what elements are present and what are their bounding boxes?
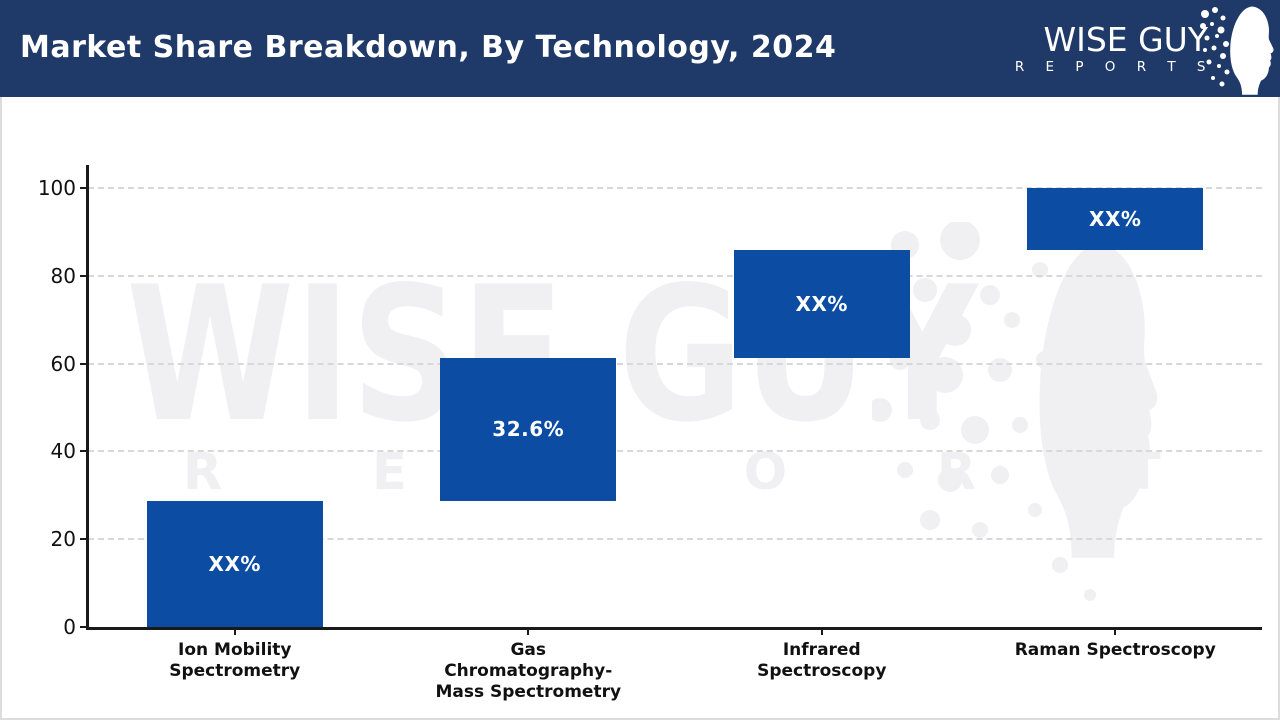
x-axis-line	[86, 627, 1262, 630]
logo-dot	[1224, 69, 1230, 75]
watermark-dot	[897, 462, 913, 478]
y-axis-line	[86, 165, 89, 630]
y-tick-label: 40	[50, 439, 76, 464]
logo-dot	[1200, 23, 1206, 29]
x-category-label: Gas Chromatography- Mass Spectrometry	[435, 640, 622, 702]
x-category-label: Ion Mobility Spectrometry	[169, 640, 301, 681]
logo-dot	[1201, 10, 1209, 18]
y-tick-label: 20	[50, 527, 76, 552]
y-gridline	[88, 187, 1262, 189]
watermark-dot	[1012, 417, 1028, 433]
watermark-dot	[972, 522, 988, 538]
watermark-dot	[988, 358, 1012, 382]
watermark-dot	[980, 285, 1000, 305]
logo-dot	[1206, 59, 1212, 65]
logo-dot	[1220, 53, 1226, 59]
bar-value-label: XX%	[208, 551, 261, 576]
bar-value-label: XX%	[1089, 207, 1142, 232]
y-tick	[80, 187, 88, 189]
y-gridline	[88, 450, 1262, 453]
chart-title: Market Share Breakdown, By Technology, 2…	[20, 30, 837, 65]
logo-dot	[1217, 26, 1225, 34]
watermark-dot	[920, 410, 940, 430]
watermark-dot	[913, 278, 937, 302]
x-category-label: Infrared Spectroscopy	[757, 640, 887, 681]
watermark-dot	[920, 510, 940, 530]
y-gridline	[88, 362, 1262, 365]
bar-value-label: 32.6%	[492, 417, 565, 442]
logo-dot	[1203, 48, 1207, 52]
logo-dot	[1217, 64, 1221, 68]
watermark-dot	[961, 416, 989, 444]
logo-face-icon	[1200, 6, 1274, 95]
wiseguy-logo: WISE GUY R E P O R T S	[980, 0, 1280, 97]
logo-dot	[1211, 76, 1215, 80]
x-tick	[820, 627, 823, 635]
watermark-dot	[1084, 589, 1096, 601]
logo-dot	[1212, 7, 1218, 13]
logo-dot	[1210, 22, 1214, 26]
y-tick	[80, 626, 88, 628]
x-tick	[233, 627, 236, 635]
y-tick-label: 100	[37, 176, 76, 200]
logo-dot	[1223, 41, 1229, 47]
bar: XX%	[733, 250, 910, 358]
logo-name-text: WISE GUY	[1043, 20, 1208, 59]
bar: 32.6%	[440, 357, 617, 501]
watermark-dot	[940, 222, 980, 260]
y-tick-label: 0	[63, 615, 76, 639]
watermark-dot	[1004, 312, 1020, 328]
watermark-dot	[991, 466, 1009, 484]
y-tick	[80, 538, 88, 541]
watermark-dot	[872, 398, 892, 422]
logo-dot	[1215, 34, 1219, 38]
watermark-dot	[939, 314, 971, 346]
y-tick	[80, 362, 88, 365]
watermark-face-icon	[872, 222, 1158, 601]
y-gridline	[88, 274, 1262, 277]
logo-dot	[1204, 35, 1210, 41]
y-tick	[80, 450, 88, 453]
y-tick	[80, 274, 88, 277]
bar-value-label: XX%	[795, 292, 848, 317]
watermark-dot	[1052, 557, 1068, 573]
x-tick	[527, 627, 530, 635]
watermark-dot	[927, 357, 963, 393]
logo-dot	[1220, 15, 1226, 21]
bar: XX%	[146, 501, 323, 627]
watermark-dot	[1028, 503, 1042, 517]
x-tick	[1114, 627, 1117, 635]
x-category-label: Raman Spectroscopy	[1014, 640, 1216, 660]
y-tick-label: 80	[50, 263, 76, 288]
bar: XX%	[1027, 188, 1204, 251]
header-bar: Market Share Breakdown, By Technology, 2…	[0, 0, 1280, 97]
watermark-dot	[938, 468, 962, 492]
y-gridline	[88, 538, 1262, 541]
logo-tagline-text: R E P O R T S	[1014, 59, 1214, 75]
y-tick-label: 60	[50, 351, 76, 376]
logo-dot	[1211, 45, 1217, 51]
logo-dot	[1219, 81, 1225, 87]
watermark-dot	[1032, 262, 1048, 278]
